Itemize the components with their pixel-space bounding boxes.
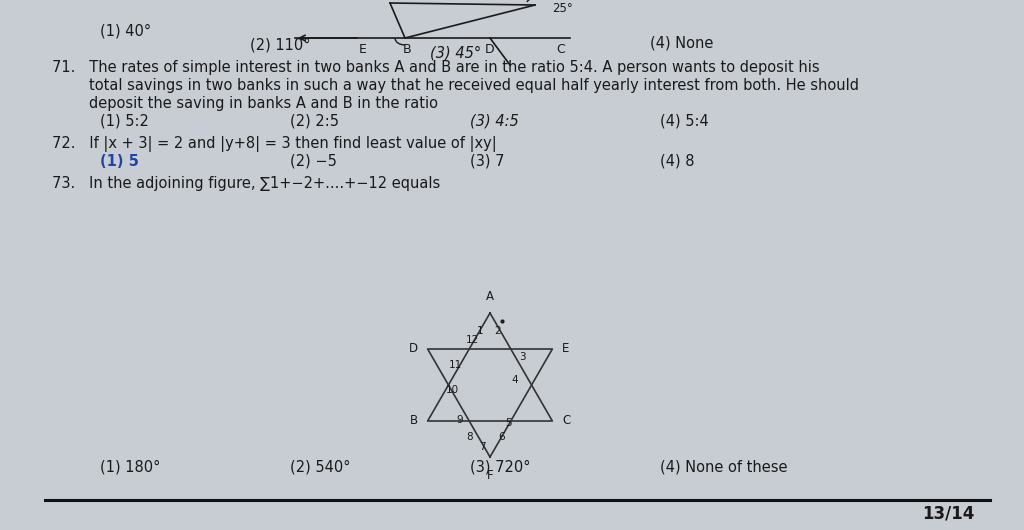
Text: E: E — [562, 342, 569, 356]
Text: (2) 2:5: (2) 2:5 — [290, 114, 339, 129]
Text: (3) 7: (3) 7 — [470, 154, 505, 169]
Text: 13/14: 13/14 — [923, 504, 975, 522]
Text: (4) None: (4) None — [650, 35, 714, 50]
Text: D: D — [409, 342, 418, 356]
Text: B: B — [402, 43, 412, 56]
Text: (4) None of these: (4) None of these — [660, 460, 787, 475]
Text: 72.   If |x + 3| = 2 and |y+8| = 3 then find least value of |xy|: 72. If |x + 3| = 2 and |y+8| = 3 then fi… — [52, 136, 497, 152]
Text: (3) 4:5: (3) 4:5 — [470, 114, 519, 129]
Text: 6: 6 — [499, 432, 505, 442]
Text: 12: 12 — [465, 335, 478, 345]
Text: (1) 180°: (1) 180° — [100, 460, 161, 475]
Text: D: D — [485, 43, 495, 56]
Text: 9: 9 — [457, 415, 463, 425]
Text: (3) 720°: (3) 720° — [470, 460, 530, 475]
Text: E: E — [359, 43, 367, 56]
Text: 11: 11 — [449, 360, 462, 370]
Text: A: A — [486, 290, 494, 303]
Text: 3: 3 — [519, 352, 525, 362]
Text: (4) 8: (4) 8 — [660, 154, 694, 169]
Text: 8: 8 — [467, 432, 473, 442]
Text: 4: 4 — [512, 375, 518, 385]
Text: total savings in two banks in such a way that he received equal half yearly inte: total savings in two banks in such a way… — [52, 78, 859, 93]
Text: (1) 5:2: (1) 5:2 — [100, 114, 148, 129]
Text: 1: 1 — [477, 326, 483, 336]
Text: 71.   The rates of simple interest in two banks A and B are in the ratio 5:4. A : 71. The rates of simple interest in two … — [52, 60, 819, 75]
Text: (1) 40°: (1) 40° — [100, 23, 152, 38]
Text: C: C — [562, 414, 570, 428]
Text: (2) −5: (2) −5 — [290, 154, 337, 169]
Text: (1) 5: (1) 5 — [100, 154, 139, 169]
Text: (2) 110°: (2) 110° — [250, 38, 310, 53]
Text: 73.   In the adjoining figure, ∑1+−2+....+−12 equals: 73. In the adjoining figure, ∑1+−2+....+… — [52, 176, 440, 191]
Text: (4) 5:4: (4) 5:4 — [660, 114, 709, 129]
Text: 7: 7 — [478, 442, 485, 452]
Text: F: F — [486, 469, 494, 482]
Text: B: B — [410, 414, 418, 428]
Text: 5: 5 — [505, 418, 511, 428]
Text: (3) 45°: (3) 45° — [430, 46, 481, 61]
Text: deposit the saving in banks A and B in the ratio: deposit the saving in banks A and B in t… — [52, 96, 438, 111]
Text: 2: 2 — [495, 326, 502, 336]
Text: 110°: 110° — [379, 0, 408, 3]
Text: 25°: 25° — [552, 2, 572, 14]
Text: 10: 10 — [445, 385, 459, 395]
Text: C: C — [556, 43, 565, 56]
Text: (2) 540°: (2) 540° — [290, 460, 350, 475]
